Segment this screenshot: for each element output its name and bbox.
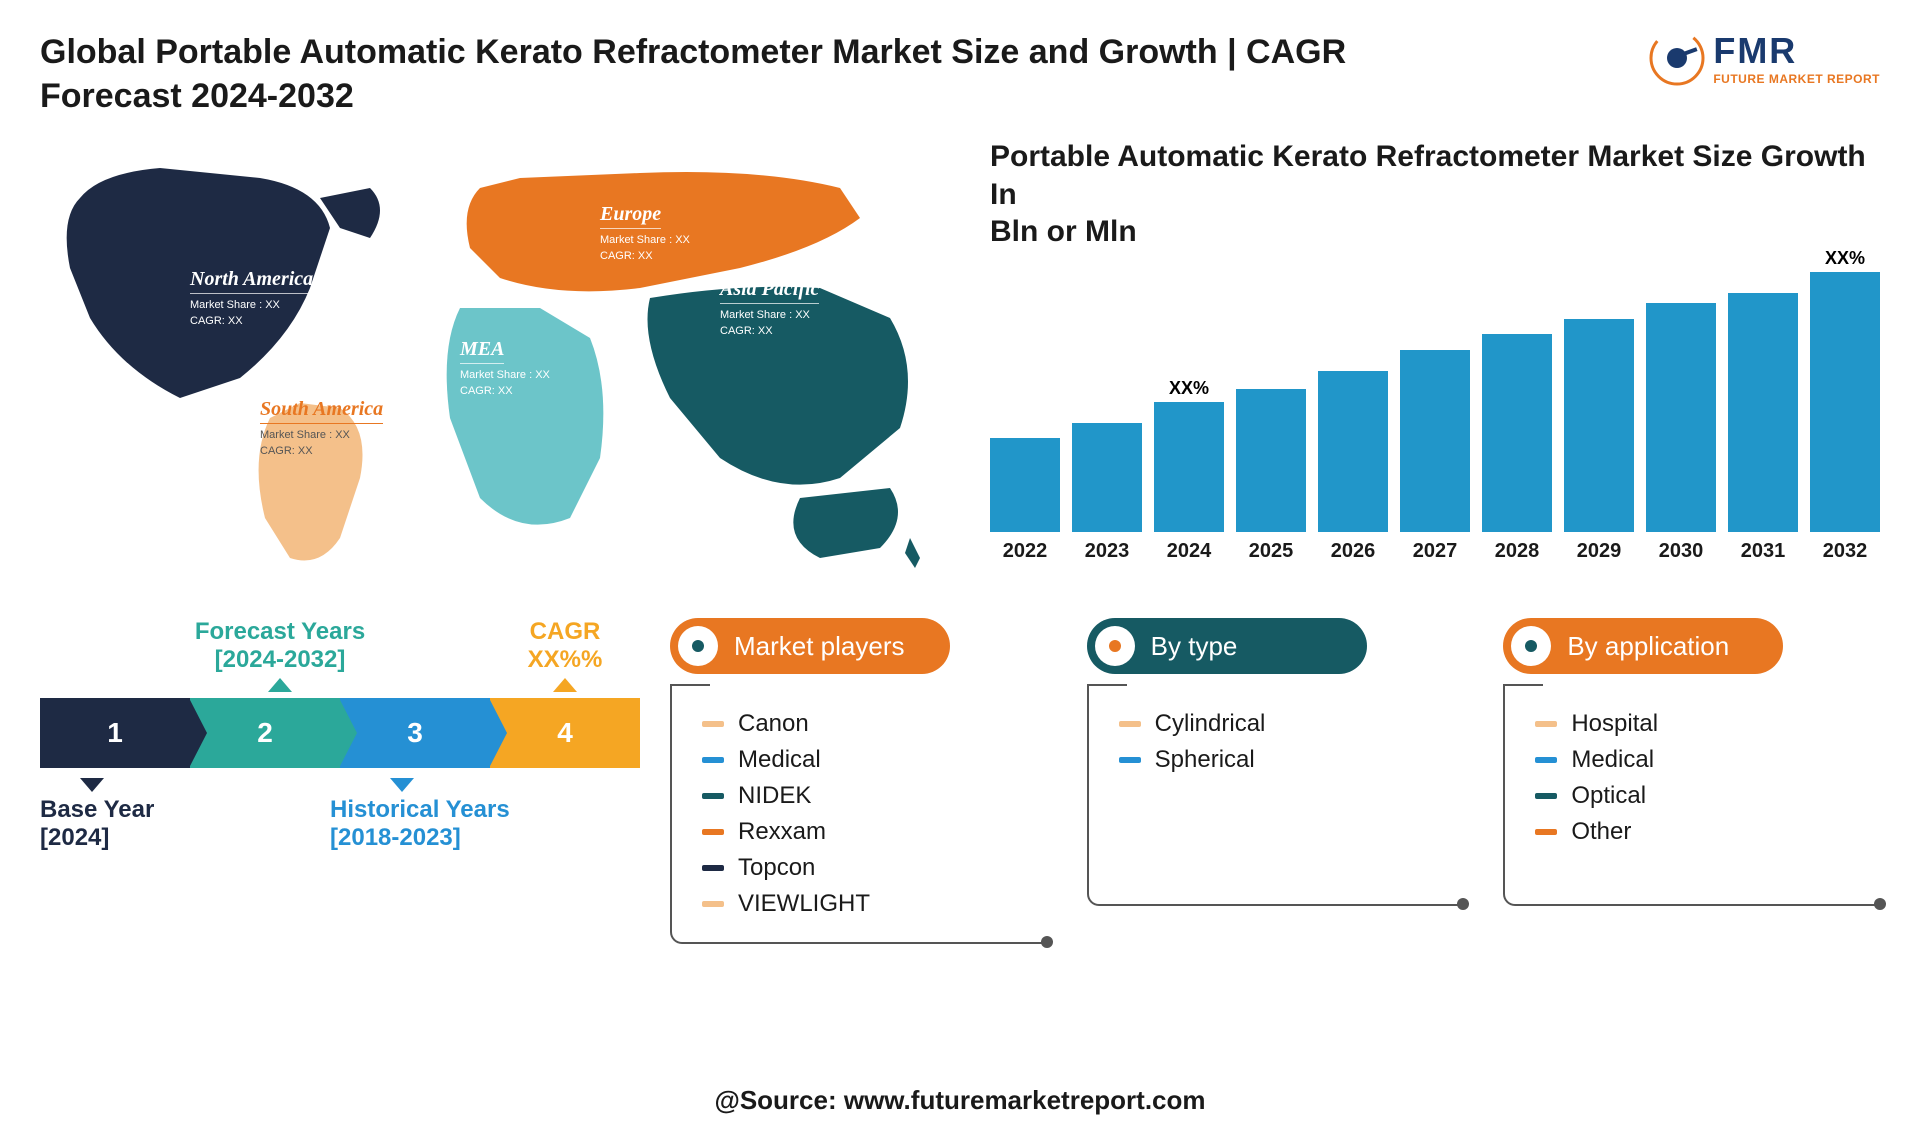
- source-text: @Source: www.futuremarketreport.com: [714, 1085, 1205, 1116]
- list-item: Hospital: [1535, 706, 1870, 742]
- cagr-label: CAGR XX%%: [490, 618, 640, 692]
- list-item: Medical: [702, 742, 1037, 778]
- region-label-eu: EuropeMarket Share : XXCAGR: XX: [600, 203, 690, 264]
- category-header: Market players: [670, 618, 950, 674]
- list-item: Topcon: [702, 850, 1037, 886]
- bar-2030: 2030: [1646, 303, 1716, 563]
- category-header: By application: [1503, 618, 1783, 674]
- list-item: Spherical: [1119, 742, 1454, 778]
- timeline-seg-4: 4: [490, 698, 640, 768]
- logo-main-text: FMR: [1713, 30, 1880, 72]
- list-item: NIDEK: [702, 778, 1037, 814]
- chart-area: 20222023XX%20242025202620272028202920302…: [990, 263, 1880, 563]
- list-item: VIEWLIGHT: [702, 886, 1037, 922]
- timeline-seg-3: 3: [340, 698, 490, 768]
- bar-chart: Portable Automatic Kerato Refractometer …: [970, 138, 1880, 578]
- logo-icon: [1649, 30, 1705, 86]
- region-label-ap: Asia PacificMarket Share : XXCAGR: XX: [720, 278, 819, 339]
- list-item: Medical: [1535, 742, 1870, 778]
- category-1: By type CylindricalSpherical: [1087, 618, 1464, 944]
- header: Global Portable Automatic Kerato Refract…: [40, 30, 1880, 118]
- timeline-seg-1: 1: [40, 698, 190, 768]
- category-bracket: CanonMedicalNIDEKRexxamTopconVIEWLIGHT: [670, 686, 1047, 944]
- top-section: North AmericaMarket Share : XXCAGR: XX So…: [40, 138, 1880, 578]
- timeline-seg-2: 2: [190, 698, 340, 768]
- category-bracket: HospitalMedicalOpticalOther: [1503, 686, 1880, 906]
- bottom-section: Forecast Years [2024-2032] CAGR XX%% 123…: [40, 618, 1880, 944]
- world-map: North AmericaMarket Share : XXCAGR: XX So…: [40, 138, 940, 578]
- bar-2023: 2023: [1072, 423, 1142, 563]
- historical-label: Historical Years [2018-2023]: [330, 778, 550, 852]
- logo-sub-text: FUTURE MARKET REPORT: [1713, 72, 1880, 86]
- region-label-sa: South AmericaMarket Share : XXCAGR: XX: [260, 398, 383, 459]
- bar-2024: XX%2024: [1154, 402, 1224, 563]
- bar-2022: 2022: [990, 438, 1060, 563]
- category-bracket: CylindricalSpherical: [1087, 686, 1464, 906]
- region-label-na: North AmericaMarket Share : XXCAGR: XX: [190, 268, 313, 329]
- bar-2028: 2028: [1482, 334, 1552, 563]
- region-label-mea: MEAMarket Share : XXCAGR: XX: [460, 338, 550, 399]
- list-item: Other: [1535, 814, 1870, 850]
- page-title: Global Portable Automatic Kerato Refract…: [40, 30, 1440, 118]
- bar-2031: 2031: [1728, 293, 1798, 563]
- category-0: Market players CanonMedicalNIDEKRexxamTo…: [670, 618, 1047, 944]
- list-item: Cylindrical: [1119, 706, 1454, 742]
- category-2: By application HospitalMedicalOpticalOth…: [1503, 618, 1880, 944]
- timeline: Forecast Years [2024-2032] CAGR XX%% 123…: [40, 618, 640, 868]
- bar-2032: XX%2032: [1810, 272, 1880, 563]
- logo: FMR FUTURE MARKET REPORT: [1649, 30, 1880, 86]
- bar-2026: 2026: [1318, 371, 1388, 563]
- forecast-label: Forecast Years [2024-2032]: [190, 618, 370, 692]
- bar-2029: 2029: [1564, 319, 1634, 563]
- chart-title: Portable Automatic Kerato Refractometer …: [990, 138, 1880, 251]
- timeline-bar: 1234: [40, 698, 640, 768]
- list-item: Canon: [702, 706, 1037, 742]
- bar-2027: 2027: [1400, 350, 1470, 563]
- bar-2025: 2025: [1236, 389, 1306, 563]
- category-header: By type: [1087, 618, 1367, 674]
- list-item: Rexxam: [702, 814, 1037, 850]
- base-year-label: Base Year [2024]: [40, 778, 200, 852]
- list-item: Optical: [1535, 778, 1870, 814]
